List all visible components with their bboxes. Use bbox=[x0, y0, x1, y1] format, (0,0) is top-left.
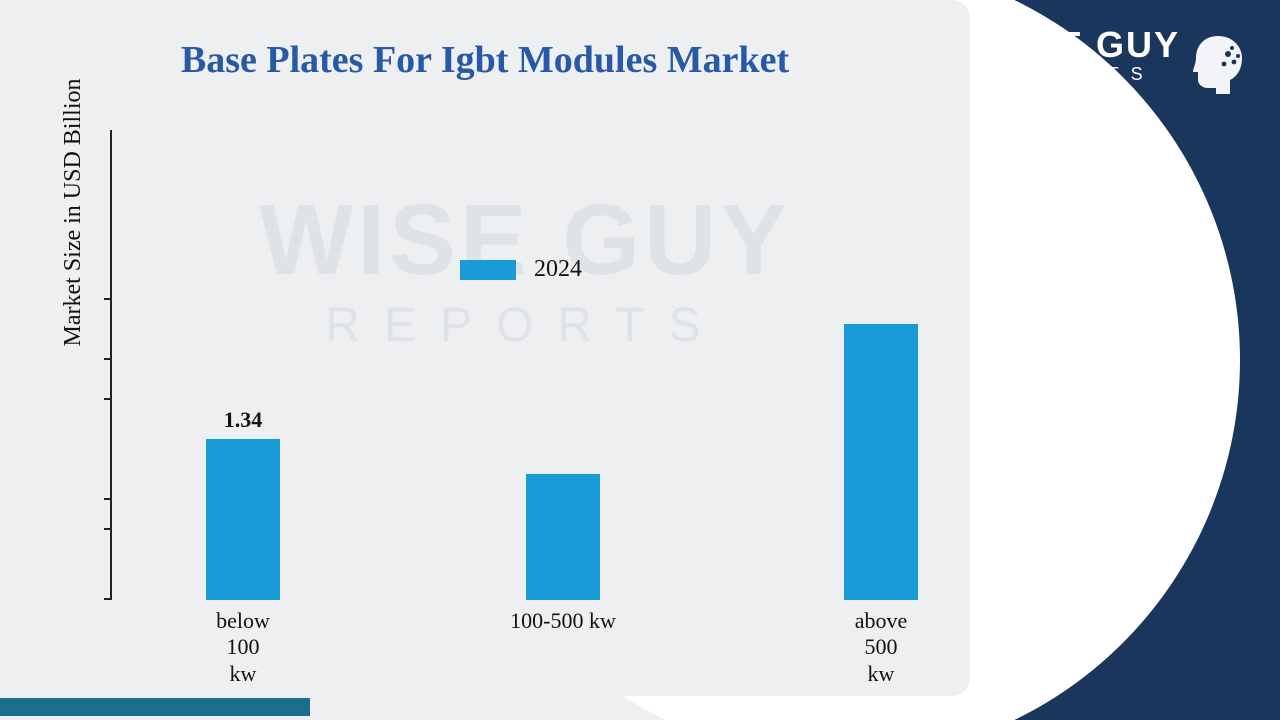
chart-panel: Base Plates For Igbt Modules Market WISE… bbox=[0, 0, 970, 696]
accent-bar bbox=[0, 698, 310, 716]
y-axis-tick bbox=[104, 298, 112, 300]
head-icon bbox=[1186, 30, 1250, 94]
y-axis-label: Market Size in USD Billion bbox=[60, 79, 87, 347]
bar-category-label: 100-500 kw bbox=[483, 608, 643, 634]
chart-legend: 2024 bbox=[460, 256, 582, 283]
legend-label: 2024 bbox=[534, 256, 582, 283]
bar-category-label: below 100 kw bbox=[163, 608, 323, 687]
y-axis-tick bbox=[104, 528, 112, 530]
brand-logo: WISE GUY REPORTS bbox=[984, 24, 1244, 85]
chart-title: Base Plates For Igbt Modules Market bbox=[0, 38, 970, 82]
y-axis-tick bbox=[104, 398, 112, 400]
bar-category-label: above 500 kw bbox=[801, 608, 961, 687]
y-axis-tick bbox=[104, 498, 112, 500]
plot-area: 1.34below 100 kw100-500 kwabove 500 kw bbox=[120, 300, 950, 600]
bar bbox=[844, 324, 918, 600]
y-axis-tick bbox=[104, 358, 112, 360]
bar bbox=[526, 474, 600, 600]
bar-value-label: 1.34 bbox=[224, 407, 263, 433]
y-axis-tick bbox=[104, 598, 112, 600]
bar: 1.34 bbox=[206, 439, 280, 600]
legend-swatch bbox=[460, 260, 516, 280]
